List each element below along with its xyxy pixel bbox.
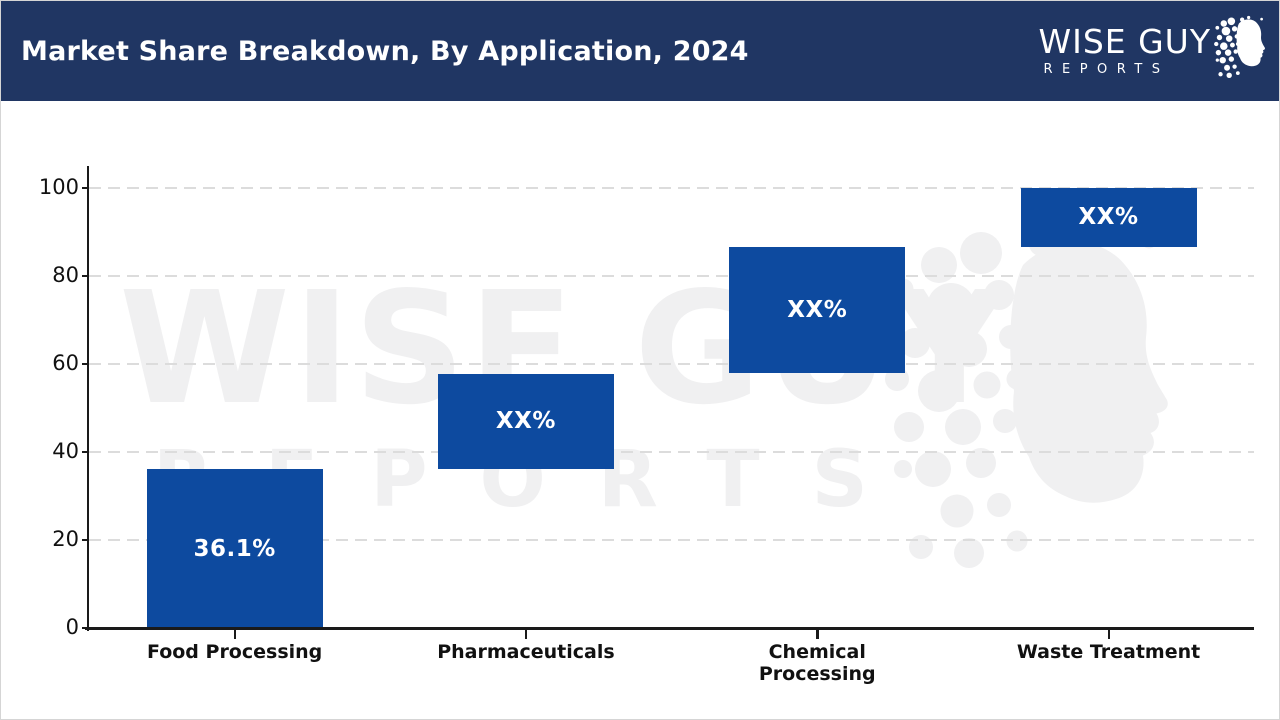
x-category-label-line: Food Processing [146, 641, 323, 663]
bar-segment: XX% [1020, 187, 1197, 247]
y-tick-label: 40 [52, 438, 79, 463]
bar-segment: 36.1% [146, 469, 323, 628]
y-tick-label: 80 [52, 262, 79, 287]
y-tick-label: 20 [52, 526, 79, 551]
x-tick-mark [524, 629, 528, 639]
x-tick-mark [816, 629, 819, 639]
page-title: Market Share Breakdown, By Application, … [21, 35, 749, 67]
x-category-label-line: Pharmaceuticals [437, 641, 615, 663]
y-tick-label: 0 [65, 615, 79, 639]
bar-value-label: 36.1% [193, 535, 276, 562]
y-tick-mark [82, 186, 89, 189]
header-bar: Market Share Breakdown, By Application, … [1, 1, 1279, 101]
y-tick-mark [82, 274, 89, 277]
x-category-label-line: Processing [758, 663, 876, 685]
y-gridline [89, 362, 1254, 365]
bar-segment: XX% [729, 246, 906, 374]
y-gridline [89, 538, 1254, 541]
bar-value-label: XX% [787, 297, 848, 324]
x-axis-line [85, 626, 1254, 630]
bar-value-label: XX% [1078, 204, 1139, 231]
logo-name: WISE GUY [1038, 22, 1211, 61]
y-tick-mark [82, 362, 89, 365]
x-category-label: Pharmaceuticals [396, 641, 656, 663]
x-tick-mark [233, 629, 237, 639]
y-tick-label: 100 [38, 174, 79, 199]
x-category-label: Waste Treatment [979, 641, 1239, 663]
y-gridline [89, 186, 1254, 189]
x-category-label-line: Waste Treatment [1016, 641, 1201, 663]
watermark-face-icon [879, 223, 1179, 613]
y-gridline [89, 450, 1254, 453]
wise-guy-logo: WISE GUY REPORTS [1038, 11, 1267, 91]
y-axis-line [86, 166, 89, 631]
wise-guy-face-icon [1213, 11, 1267, 91]
x-tick-mark [1107, 629, 1111, 639]
x-category-label: Food Processing [105, 641, 365, 663]
y-tick-label: 60 [52, 350, 79, 375]
logo-text: WISE GUY REPORTS [1038, 22, 1211, 78]
y-tick-mark [82, 538, 89, 541]
logo-subname: REPORTS [1043, 62, 1170, 77]
bar-value-label: XX% [495, 408, 556, 435]
y-tick-mark [82, 450, 89, 453]
y-gridline [89, 274, 1254, 277]
x-category-label-line: Chemical [768, 641, 866, 663]
x-category-label: Chemical Processing [687, 641, 947, 685]
bar-segment: XX% [437, 373, 614, 470]
